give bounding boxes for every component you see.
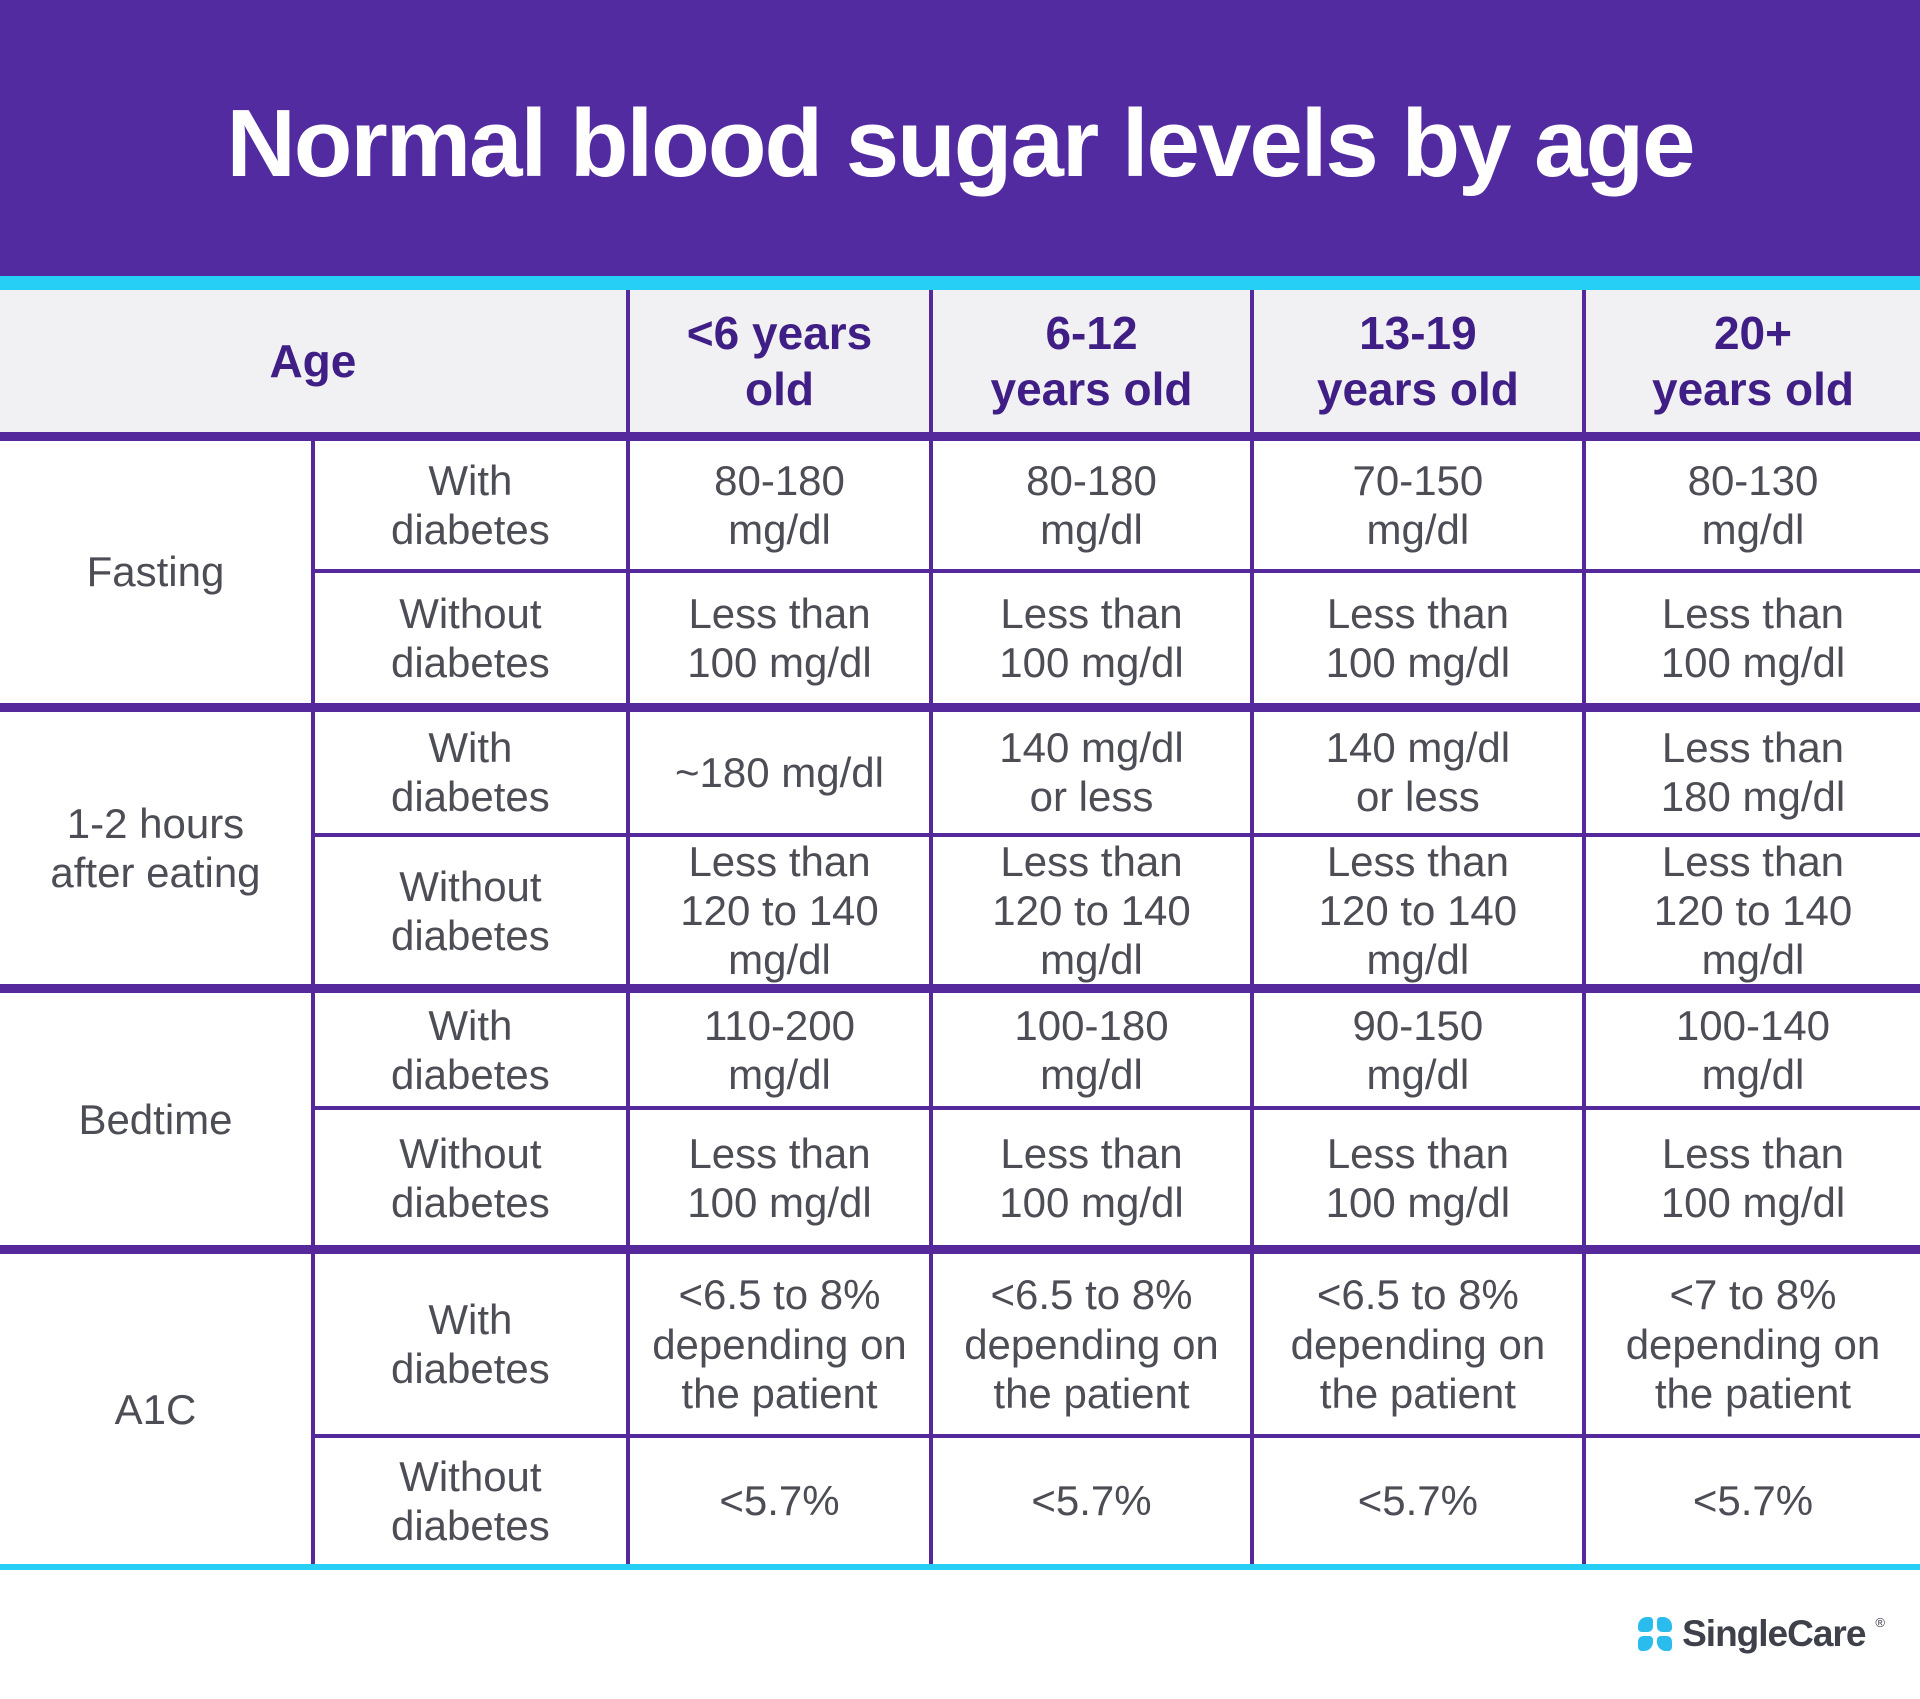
value-cell: Less than 120 to 140 mg/dl <box>625 833 932 989</box>
value-cell: 70-150 mg/dl <box>1249 436 1584 571</box>
col-header-under-6: <6 years old <box>625 290 932 441</box>
singlecare-cross-icon <box>1638 1617 1673 1652</box>
value-cell: <6.5 to 8% depending on the patient <box>625 1245 932 1436</box>
value-cell: Less than 120 to 140 mg/dl <box>1581 833 1920 989</box>
table-row: 1-2 hours after eating With diabetes ~18… <box>0 702 1920 989</box>
sub-label-cell: Without diabetes <box>310 1105 628 1250</box>
blood-sugar-table: Age <6 years old 6-12 years old 13-19 ye… <box>0 290 1920 1564</box>
category-cell-after-eating: 1-2 hours after eating <box>0 702 313 989</box>
value-cell: Less than 100 mg/dl <box>625 569 932 707</box>
table-row: Bedtime With diabetes 110-200 mg/dl 100-… <box>0 984 1920 1250</box>
age-header-cell: Age <box>0 290 628 441</box>
category-cell-a1c: A1C <box>0 1245 313 1564</box>
sub-label-cell: With diabetes <box>310 1245 628 1436</box>
value-cell: <5.7% <box>625 1433 932 1564</box>
value-cell: Less than 100 mg/dl <box>625 1105 932 1250</box>
value-cell: ~180 mg/dl <box>625 702 932 835</box>
value-cell: 80-180 mg/dl <box>929 436 1252 571</box>
table-row: A1C With diabetes <6.5 to 8% depending o… <box>0 1245 1920 1564</box>
brand-name: SingleCare <box>1682 1613 1866 1655</box>
title-banner: Normal blood sugar levels by age <box>0 0 1920 276</box>
singlecare-logo: SingleCare ® <box>1638 1613 1885 1655</box>
value-cell: Less than 100 mg/dl <box>1249 1105 1584 1250</box>
sub-label-cell: With diabetes <box>310 702 628 835</box>
registered-mark: ® <box>1875 1615 1885 1631</box>
value-cell: <6.5 to 8% depending on the patient <box>1249 1245 1584 1436</box>
value-cell: Less than 180 mg/dl <box>1581 702 1920 835</box>
sub-label-cell: Without diabetes <box>310 1433 628 1564</box>
value-cell: <5.7% <box>929 1433 1252 1564</box>
page-title: Normal blood sugar levels by age <box>226 90 1695 197</box>
value-cell: <7 to 8% depending on the patient <box>1581 1245 1920 1436</box>
sub-label-cell: Without diabetes <box>310 569 628 707</box>
value-cell: 140 mg/dl or less <box>929 702 1252 835</box>
value-cell: Less than 100 mg/dl <box>1249 569 1584 707</box>
table-row: Without diabetes Less than 120 to 140 mg… <box>0 833 1920 989</box>
col-header-6-12: 6-12 years old <box>929 290 1252 441</box>
sub-label-cell: With diabetes <box>310 436 628 571</box>
category-cell-fasting: Fasting <box>0 436 313 707</box>
footer: SingleCare ® <box>0 1569 1920 1699</box>
value-cell: Less than 100 mg/dl <box>1581 569 1920 707</box>
value-cell: Less than 100 mg/dl <box>1581 1105 1920 1250</box>
value-cell: 100-140 mg/dl <box>1581 984 1920 1108</box>
value-cell: 80-180 mg/dl <box>625 436 932 571</box>
table-header-row: Age <6 years old 6-12 years old 13-19 ye… <box>0 290 1920 441</box>
value-cell: Less than 100 mg/dl <box>929 569 1252 707</box>
category-cell-bedtime: Bedtime <box>0 984 313 1250</box>
sub-label-cell: Without diabetes <box>310 833 628 989</box>
col-header-20plus: 20+ years old <box>1581 290 1920 441</box>
sub-label-cell: With diabetes <box>310 984 628 1108</box>
value-cell: <6.5 to 8% depending on the patient <box>929 1245 1252 1436</box>
top-divider <box>0 276 1920 290</box>
value-cell: <5.7% <box>1581 1433 1920 1564</box>
table-row: Fasting With diabetes 80-180 mg/dl 80-18… <box>0 436 1920 707</box>
table-row: Without diabetes Less than 100 mg/dl Les… <box>0 569 1920 707</box>
value-cell: 90-150 mg/dl <box>1249 984 1584 1108</box>
value-cell: 100-180 mg/dl <box>929 984 1252 1108</box>
value-cell: Less than 120 to 140 mg/dl <box>1249 833 1584 989</box>
table-row: Without diabetes Less than 100 mg/dl Les… <box>0 1105 1920 1250</box>
col-header-13-19: 13-19 years old <box>1249 290 1584 441</box>
table-row: Without diabetes <5.7% <5.7% <5.7% <5.7% <box>0 1433 1920 1564</box>
value-cell: 110-200 mg/dl <box>625 984 932 1108</box>
value-cell: 80-130 mg/dl <box>1581 436 1920 571</box>
value-cell: <5.7% <box>1249 1433 1584 1564</box>
value-cell: Less than 100 mg/dl <box>929 1105 1252 1250</box>
value-cell: Less than 120 to 140 mg/dl <box>929 833 1252 989</box>
bottom-divider <box>0 1563 1920 1570</box>
value-cell: 140 mg/dl or less <box>1249 702 1584 835</box>
